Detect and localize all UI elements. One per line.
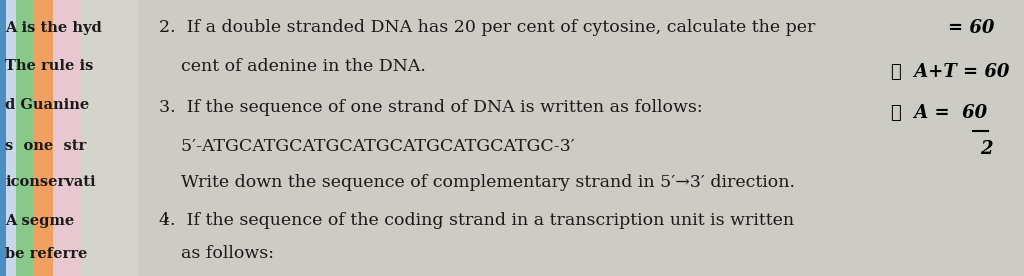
Text: = 60: = 60: [948, 18, 994, 37]
FancyBboxPatch shape: [6, 0, 16, 276]
Text: s  one  str: s one str: [5, 139, 86, 153]
Text: d Guanine: d Guanine: [5, 98, 89, 112]
Text: ∴  A =  60: ∴ A = 60: [891, 104, 987, 122]
Text: A is the hyd: A is the hyd: [5, 21, 101, 34]
FancyBboxPatch shape: [53, 0, 82, 276]
Text: 5′-ATGCATGCATGCATGCATGCATGCATGC-3′: 5′-ATGCATGCATGCATGCATGCATGCATGC-3′: [159, 138, 574, 155]
Text: ∴  A+T = 60: ∴ A+T = 60: [891, 63, 1010, 81]
FancyBboxPatch shape: [82, 0, 138, 276]
Text: Write down the sequence of complementary strand in 5′→3′ direction.: Write down the sequence of complementary…: [159, 174, 795, 191]
Text: as follows:: as follows:: [159, 245, 273, 262]
Text: A segme: A segme: [5, 214, 75, 228]
FancyBboxPatch shape: [0, 0, 6, 276]
Text: 3.  If the sequence of one strand of DNA is written as follows:: 3. If the sequence of one strand of DNA …: [159, 99, 702, 116]
FancyBboxPatch shape: [33, 0, 53, 276]
Text: 2.  If a double stranded DNA has 20 per cent of cytosine, calculate the per: 2. If a double stranded DNA has 20 per c…: [159, 19, 815, 36]
FancyBboxPatch shape: [16, 0, 33, 276]
Text: The rule is: The rule is: [5, 59, 93, 73]
Text: cent of adenine in the DNA.: cent of adenine in the DNA.: [159, 58, 426, 75]
Text: iconservati: iconservati: [5, 175, 96, 189]
Text: be referre: be referre: [5, 247, 87, 261]
Text: 4.  If the sequence of the coding strand in a transcription unit is written: 4. If the sequence of the coding strand …: [159, 212, 794, 229]
Text: 2: 2: [980, 140, 992, 158]
